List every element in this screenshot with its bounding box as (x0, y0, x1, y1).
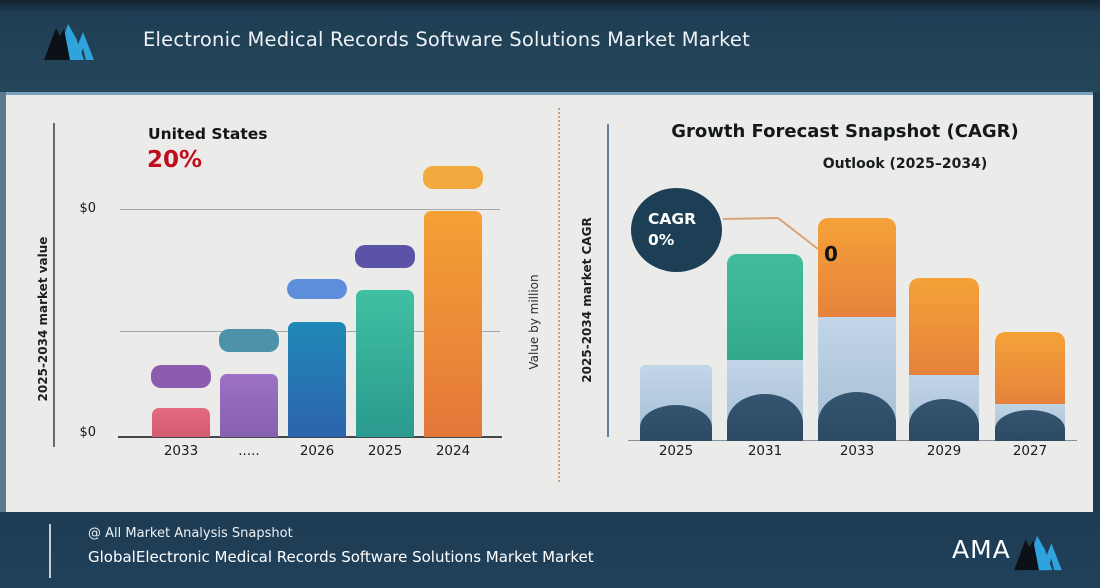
left-tick-top: $0 (79, 201, 96, 216)
x-tick-2027: 2027 (1012, 443, 1048, 459)
cagr-badge-value: 0% (648, 231, 675, 249)
ama-logo-icon (1014, 535, 1062, 571)
float-segment-2026 (287, 279, 347, 299)
x-tick-2033: 2033 (163, 443, 199, 459)
ama-logo-icon (44, 24, 94, 60)
bar-..... (220, 374, 278, 437)
segment-top-2031 (727, 254, 803, 360)
bar-2025 (356, 290, 414, 437)
callout-line (722, 216, 819, 250)
x-tick-.....: ..... (238, 443, 260, 459)
stacked-bar-2027 (995, 332, 1065, 441)
left-chart-heading: United States (148, 125, 268, 143)
footer: @ All Market Analysis Snapshot GlobalEle… (0, 512, 1100, 588)
segment-base-2031 (727, 394, 803, 441)
left-tick-bottom: $0 (79, 425, 96, 440)
left-right-axis-label: Value by million (527, 274, 541, 370)
left-y-axis (53, 123, 55, 447)
x-tick-2026: 2026 (299, 443, 335, 459)
segment-top-2027 (995, 332, 1065, 404)
stacked-bar-2029 (909, 278, 979, 441)
x-tick-2025: 2025 (658, 443, 694, 459)
x-tick-2029: 2029 (926, 443, 962, 459)
right-chart-subtitle: Outlook (2025–2034) (822, 156, 988, 172)
header: Electronic Medical Records Software Solu… (0, 0, 1100, 92)
float-segment-2033 (151, 365, 211, 388)
right-y-axis-label: 2025-2034 market CAGR (580, 217, 594, 383)
panel-left-edge (0, 92, 6, 512)
segment-base-2029 (909, 399, 979, 441)
footer-rule (49, 524, 51, 578)
segment-base-2025 (640, 405, 712, 441)
cagr-badge-label: CAGR (648, 210, 697, 229)
left-chart-cagr-value: 20% (147, 147, 203, 173)
x-tick-2024: 2024 (435, 443, 471, 459)
page-title: Electronic Medical Records Software Solu… (143, 28, 750, 51)
right-y-axis (607, 124, 609, 437)
segment-top-2029 (909, 278, 979, 375)
gridline-top (120, 209, 500, 210)
panel-divider (558, 108, 560, 482)
right-chart-title: Growth Forecast Snapshot (CAGR) (671, 121, 1019, 142)
bar-annotation: 0 (824, 242, 838, 266)
bar-2026 (288, 322, 346, 437)
segment-top-2033 (818, 218, 896, 317)
float-segment-2024 (423, 166, 483, 189)
left-y-axis-label: 2025-2034 market value (36, 236, 50, 402)
stacked-bar-2031 (727, 254, 803, 441)
float-segment-..... (219, 329, 279, 352)
cagr-badge: CAGR 0% (631, 188, 722, 272)
stacked-bar-2033 (818, 218, 896, 441)
float-segment-2025 (355, 245, 415, 268)
x-tick-2025: 2025 (367, 443, 403, 459)
footer-report-title: GlobalElectronic Medical Records Softwar… (88, 548, 594, 566)
bar-2033 (152, 408, 210, 437)
segment-base-2033 (818, 392, 896, 441)
segment-base-2027 (995, 410, 1065, 441)
footer-brand: AMA (952, 535, 1011, 564)
stacked-bar-2025 (640, 365, 712, 441)
x-tick-2031: 2031 (747, 443, 783, 459)
x-tick-2033: 2033 (839, 443, 875, 459)
left-x-axis (118, 436, 502, 438)
footer-credit: @ All Market Analysis Snapshot (88, 526, 293, 541)
bar-2024 (424, 211, 482, 437)
